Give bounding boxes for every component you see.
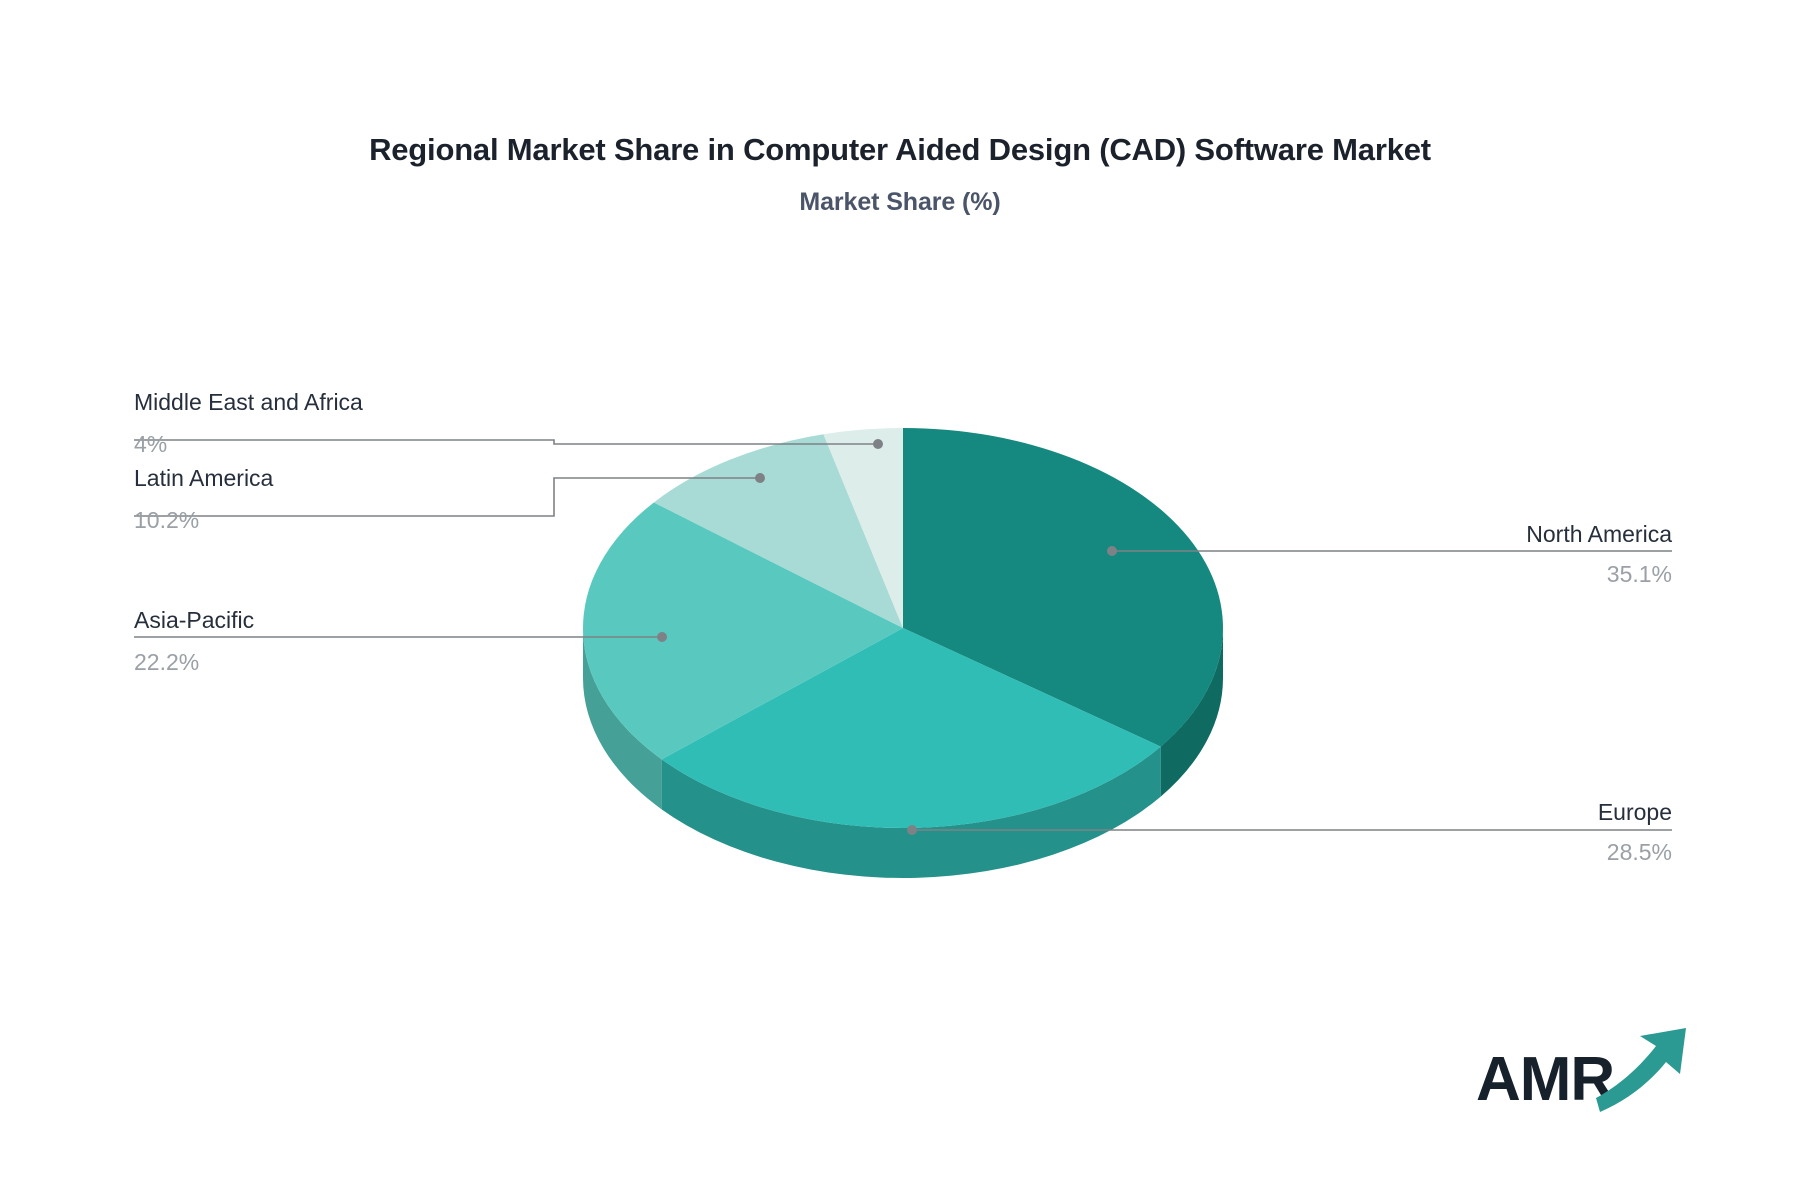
pie-slice-asia-pacific[interactable] xyxy=(583,502,903,760)
amr-logo-arrow-icon xyxy=(1596,1028,1686,1112)
chart-title: Regional Market Share in Computer Aided … xyxy=(369,132,1431,167)
callout-latin-america[interactable]: Latin America 10.2% xyxy=(134,465,274,533)
callout-europe[interactable]: Europe 28.5% xyxy=(1598,799,1672,865)
callout-value-europe: 28.5% xyxy=(1607,839,1672,865)
callout-label-north-america: North America xyxy=(1526,521,1672,547)
callout-label-asia-pacific: Asia-Pacific xyxy=(134,607,254,633)
amr-logo-text: AMR xyxy=(1476,1045,1614,1114)
pie-slice-europe[interactable] xyxy=(661,628,1161,828)
pie-side-europe[interactable] xyxy=(661,746,1161,878)
chart-subtitle: Market Share (%) xyxy=(799,188,1001,216)
pie-slice-middle-east-and-africa[interactable] xyxy=(823,428,903,628)
pie-slices xyxy=(583,428,1223,828)
pie-side-north-america[interactable] xyxy=(1160,628,1223,797)
leader-dot-middle-east-and-africa xyxy=(873,439,883,449)
callout-value-latin-america: 10.2% xyxy=(134,507,199,533)
leader-dot-latin-america xyxy=(755,473,765,483)
leader-dot-asia-pacific xyxy=(657,632,667,642)
pie-slice-north-america[interactable] xyxy=(903,428,1223,747)
callout-leaders xyxy=(134,439,1672,835)
callout-value-north-america: 35.1% xyxy=(1607,561,1672,587)
callout-label-latin-america: Latin America xyxy=(134,465,274,491)
callout-north-america[interactable]: North America 35.1% xyxy=(1526,521,1672,587)
leader-latin-america xyxy=(134,477,760,517)
callout-label-middle-east-and-africa: Middle East and Africa xyxy=(134,389,363,415)
leader-middle-east-and-africa xyxy=(134,439,878,445)
callout-middle-east-and-africa[interactable]: Middle East and Africa 4% xyxy=(134,389,363,457)
callout-asia-pacific[interactable]: Asia-Pacific 22.2% xyxy=(134,607,254,675)
callout-value-middle-east-and-africa: 4% xyxy=(134,431,167,457)
pie-side-asia-pacific[interactable] xyxy=(583,628,662,810)
leader-dot-europe xyxy=(907,825,917,835)
pie-3d-sides xyxy=(583,628,1223,878)
callout-label-europe: Europe xyxy=(1598,799,1672,825)
pie-slice-latin-america[interactable] xyxy=(653,434,903,628)
callout-value-asia-pacific: 22.2% xyxy=(134,649,199,675)
amr-logo: AMR xyxy=(1476,1028,1686,1114)
leader-dot-north-america xyxy=(1107,546,1117,556)
